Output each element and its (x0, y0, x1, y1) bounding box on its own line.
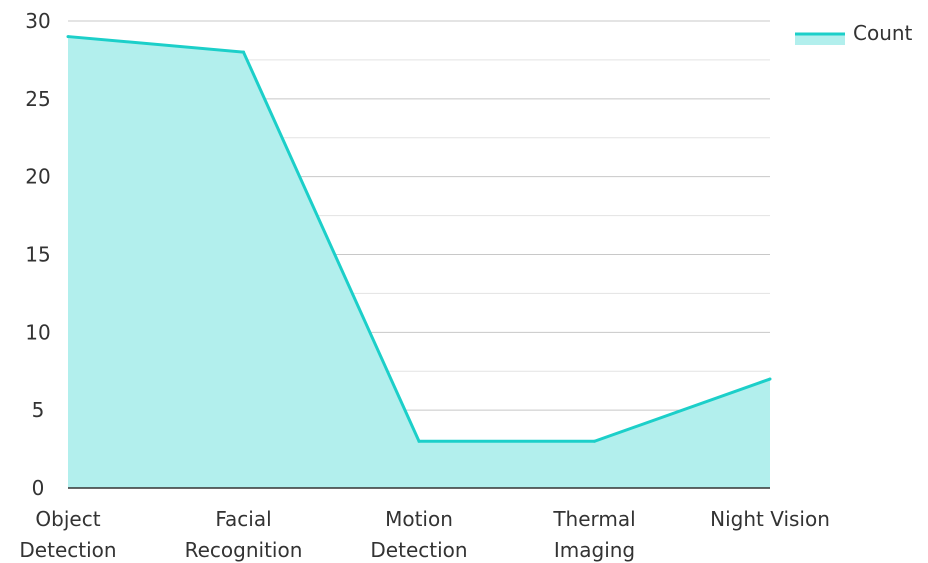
series-area-count (68, 36, 770, 489)
x-tick-label: Object Detection (19, 507, 116, 562)
legend: Count (795, 21, 913, 45)
data-point-3 (593, 439, 596, 443)
y-tick-label: 15 (25, 243, 50, 267)
x-tick-label: Night Vision (710, 507, 830, 531)
y-tick-label: 5 (32, 398, 45, 422)
data-point-1 (242, 50, 245, 54)
data-point-4 (768, 377, 772, 381)
data-point-0 (66, 35, 70, 39)
y-tick-label: 0 (32, 476, 45, 500)
x-axis-ticks: Object Detection Facial Recognition Motion De… (19, 507, 829, 562)
y-tick-label: 10 (25, 320, 50, 344)
x-tick-label: Thermal Imaging (552, 507, 635, 562)
data-point-2 (417, 439, 421, 443)
legend-swatch-count (795, 33, 845, 45)
series-area (66, 35, 772, 489)
y-tick-label: 25 (25, 87, 50, 111)
y-tick-label: 20 (25, 165, 50, 189)
x-tick-label: Motion Detection (370, 507, 467, 562)
legend-label-count: Count (853, 21, 913, 45)
x-tick-label: Facial Recognition (185, 507, 303, 562)
y-tick-label: 30 (25, 9, 50, 33)
y-axis-ticks: 0 5 10 15 20 25 30 (25, 9, 50, 500)
